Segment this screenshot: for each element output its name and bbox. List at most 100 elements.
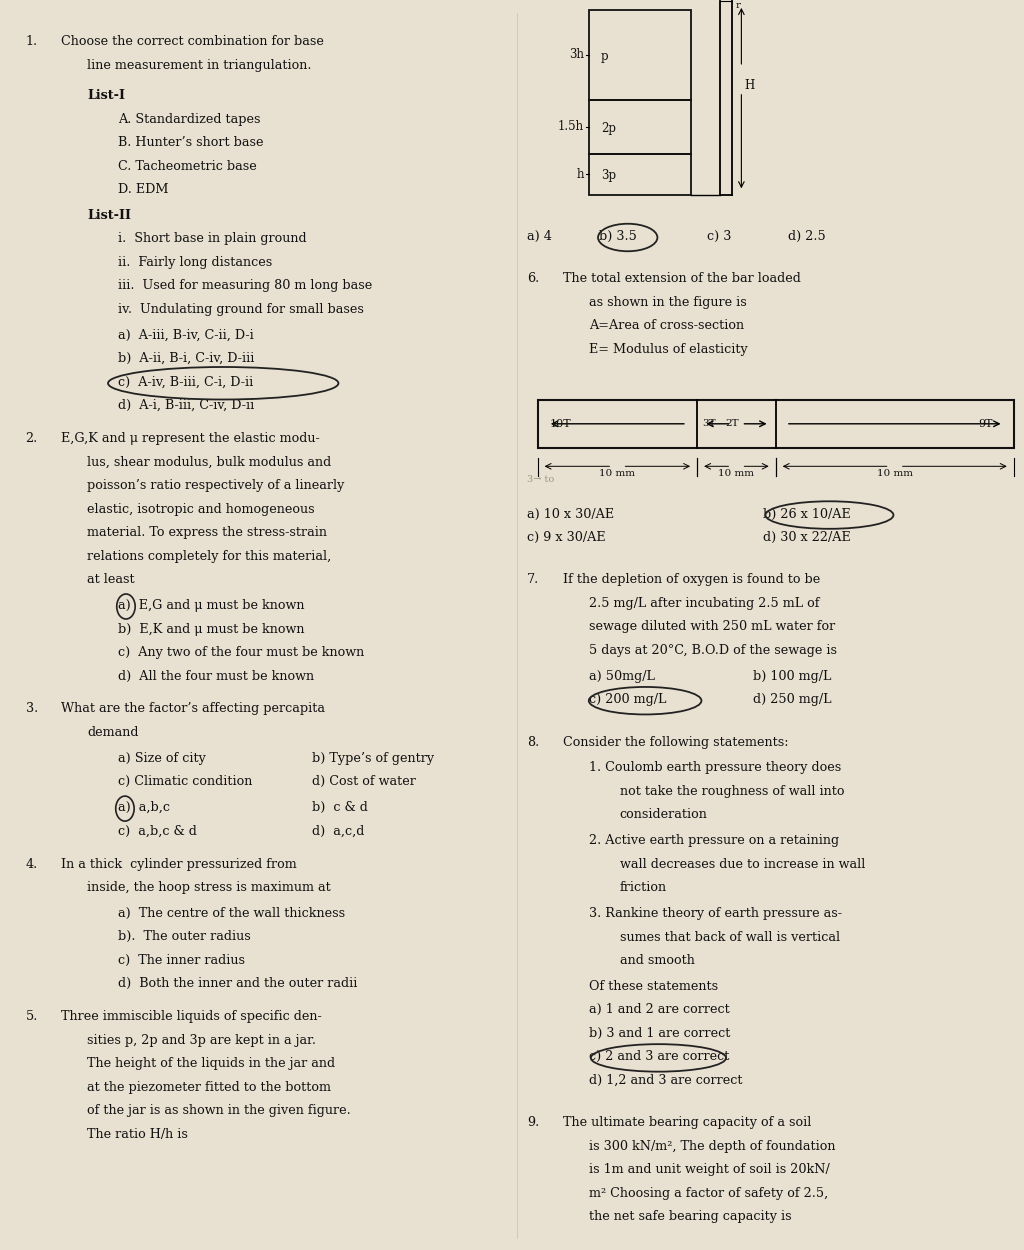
Text: E= Modulus of elasticity: E= Modulus of elasticity (589, 342, 748, 356)
Text: a)  The centre of the wall thickness: a) The centre of the wall thickness (118, 906, 345, 920)
Text: Of these statements: Of these statements (589, 980, 718, 992)
Bar (589, 10, 691, 100)
Text: b) 100 mg/L: b) 100 mg/L (753, 670, 831, 682)
Text: 1.: 1. (26, 35, 38, 48)
Text: relations completely for this material,: relations completely for this material, (87, 550, 332, 562)
Text: b) Type’s of gentry: b) Type’s of gentry (312, 751, 434, 765)
Text: d) 30 x 22/AE: d) 30 x 22/AE (763, 531, 851, 544)
Text: consideration: consideration (620, 809, 708, 821)
Text: 3→ to: 3→ to (527, 475, 555, 484)
Text: c) 2 and 3 are correct: c) 2 and 3 are correct (589, 1050, 729, 1064)
Text: as shown in the figure is: as shown in the figure is (589, 296, 746, 309)
Text: at least: at least (87, 574, 135, 586)
Text: d) 1,2 and 3 are correct: d) 1,2 and 3 are correct (589, 1074, 742, 1088)
Text: d)  All the four must be known: d) All the four must be known (118, 670, 314, 682)
Text: E,G,K and μ represent the elastic modu-: E,G,K and μ represent the elastic modu- (61, 432, 321, 445)
Text: 10 mm: 10 mm (877, 469, 912, 478)
Text: In a thick  cylinder pressurized from: In a thick cylinder pressurized from (61, 858, 297, 870)
Text: 2p: 2p (601, 121, 616, 135)
Text: The height of the liquids in the jar and: The height of the liquids in the jar and (87, 1058, 335, 1070)
Text: the net safe bearing capacity is: the net safe bearing capacity is (589, 1210, 792, 1224)
Text: What are the factor’s affecting percapita: What are the factor’s affecting percapit… (61, 703, 326, 715)
Text: Choose the correct combination for base: Choose the correct combination for base (61, 35, 325, 48)
Bar (589, 100, 691, 154)
Text: C. Tacheometric base: C. Tacheometric base (118, 160, 256, 172)
Text: a)  E,G and μ must be known: a) E,G and μ must be known (118, 599, 304, 612)
Text: of the jar is as shown in the given figure.: of the jar is as shown in the given figu… (87, 1104, 351, 1118)
Text: 2T: 2T (726, 419, 739, 428)
Text: If the depletion of oxygen is found to be: If the depletion of oxygen is found to b… (563, 574, 820, 586)
Text: inside, the hoop stress is maximum at: inside, the hoop stress is maximum at (87, 881, 331, 894)
Text: List-I: List-I (87, 89, 125, 102)
Text: b)  E,K and μ must be known: b) E,K and μ must be known (118, 622, 304, 635)
Bar (589, 154, 691, 195)
Text: a)  a,b,c: a) a,b,c (118, 801, 170, 814)
Text: is 1m and unit weight of soil is 20kN/: is 1m and unit weight of soil is 20kN/ (589, 1164, 829, 1176)
Text: d) 2.5: d) 2.5 (788, 230, 826, 242)
Bar (538, 400, 1014, 448)
Text: not take the roughness of wall into: not take the roughness of wall into (620, 785, 844, 798)
Text: c) Climatic condition: c) Climatic condition (118, 775, 252, 789)
Text: List-II: List-II (87, 209, 131, 222)
Text: b)  A-ii, B-i, C-iv, D-iii: b) A-ii, B-i, C-iv, D-iii (118, 352, 254, 365)
Text: c) 3: c) 3 (707, 230, 731, 242)
Text: 3T: 3T (702, 419, 716, 428)
Text: a) 50mg/L: a) 50mg/L (589, 670, 654, 682)
Text: material. To express the stress-strain: material. To express the stress-strain (87, 526, 327, 539)
Text: elastic, isotropic and homogeneous: elastic, isotropic and homogeneous (87, 503, 314, 516)
Text: d)  A-i, B-iii, C-iv, D-ii: d) A-i, B-iii, C-iv, D-ii (118, 399, 254, 412)
Text: 10 mm: 10 mm (719, 469, 755, 478)
Text: 3h: 3h (568, 49, 584, 61)
Text: The total extension of the bar loaded: The total extension of the bar loaded (563, 272, 801, 285)
Text: 10 mm: 10 mm (599, 469, 635, 478)
Text: 2. Active earth pressure on a retaining: 2. Active earth pressure on a retaining (589, 834, 839, 848)
Text: sumes that back of wall is vertical: sumes that back of wall is vertical (620, 930, 840, 944)
Text: 3.: 3. (26, 703, 38, 715)
Text: a) 1 and 2 are correct: a) 1 and 2 are correct (589, 1004, 729, 1016)
Text: Three immiscible liquids of specific den-: Three immiscible liquids of specific den… (61, 1010, 323, 1024)
Text: The ratio H/h is: The ratio H/h is (87, 1128, 188, 1141)
Text: 3. Rankine theory of earth pressure as-: 3. Rankine theory of earth pressure as- (589, 908, 842, 920)
Text: d)  a,c,d: d) a,c,d (312, 825, 365, 838)
Text: 1. Coulomb earth pressure theory does: 1. Coulomb earth pressure theory does (589, 761, 841, 774)
Text: b) 3.5: b) 3.5 (599, 230, 637, 242)
Text: 5.: 5. (26, 1010, 38, 1024)
Text: d)  Both the inner and the outer radii: d) Both the inner and the outer radii (118, 978, 357, 990)
Text: and smooth: and smooth (620, 954, 694, 968)
Text: p: p (601, 50, 608, 62)
Text: line measurement in triangulation.: line measurement in triangulation. (87, 59, 311, 71)
Text: demand: demand (87, 726, 138, 739)
Text: m² Choosing a factor of safety of 2.5,: m² Choosing a factor of safety of 2.5, (589, 1186, 828, 1200)
Text: c)  A-iv, B-iii, C-i, D-ii: c) A-iv, B-iii, C-i, D-ii (118, 376, 253, 389)
Text: b) 3 and 1 are correct: b) 3 and 1 are correct (589, 1028, 730, 1040)
Text: iii.  Used for measuring 80 m long base: iii. Used for measuring 80 m long base (118, 280, 372, 292)
Text: Consider the following statements:: Consider the following statements: (563, 735, 788, 749)
Text: is 300 kN/m², The depth of foundation: is 300 kN/m², The depth of foundation (589, 1140, 836, 1152)
Text: sewage diluted with 250 mL water for: sewage diluted with 250 mL water for (589, 620, 835, 634)
Text: lus, shear modulus, bulk modulus and: lus, shear modulus, bulk modulus and (87, 456, 332, 469)
Text: 1.5h: 1.5h (557, 120, 584, 134)
Text: a) 4: a) 4 (527, 230, 552, 242)
Text: d) Cost of water: d) Cost of water (312, 775, 416, 789)
Text: 2.5 mg/L after incubating 2.5 mL of: 2.5 mg/L after incubating 2.5 mL of (589, 596, 819, 610)
Text: D. EDM: D. EDM (118, 182, 168, 196)
Text: 2.: 2. (26, 432, 38, 445)
Text: 4.: 4. (26, 858, 38, 870)
Text: b) 26 x 10/AE: b) 26 x 10/AE (763, 508, 851, 520)
Text: a) 10 x 30/AE: a) 10 x 30/AE (527, 508, 614, 520)
Text: 5 days at 20°C, B.O.D of the sewage is: 5 days at 20°C, B.O.D of the sewage is (589, 644, 837, 656)
Text: b)  c & d: b) c & d (312, 801, 369, 814)
Text: i.  Short base in plain ground: i. Short base in plain ground (118, 232, 306, 245)
Text: at the piezometer fitted to the bottom: at the piezometer fitted to the bottom (87, 1081, 331, 1094)
Text: a) Size of city: a) Size of city (118, 751, 206, 765)
Text: d) 250 mg/L: d) 250 mg/L (753, 694, 831, 706)
Text: wall decreases due to increase in wall: wall decreases due to increase in wall (620, 858, 865, 871)
Text: c) 200 mg/L: c) 200 mg/L (589, 694, 667, 706)
Text: r: r (735, 1, 740, 10)
Text: b).  The outer radius: b). The outer radius (118, 930, 251, 944)
Text: 7.: 7. (527, 574, 540, 586)
Text: c)  a,b,c & d: c) a,b,c & d (118, 825, 197, 838)
Text: c) 9 x 30/AE: c) 9 x 30/AE (527, 531, 606, 544)
Text: a)  A-iii, B-iv, C-ii, D-i: a) A-iii, B-iv, C-ii, D-i (118, 329, 254, 341)
Text: A=Area of cross-section: A=Area of cross-section (589, 319, 743, 332)
